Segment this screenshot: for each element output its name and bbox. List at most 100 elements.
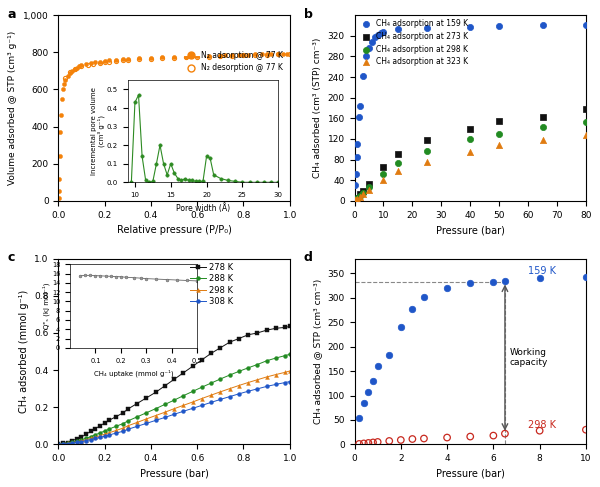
278 K xyxy=(152,390,159,395)
288 K xyxy=(124,418,131,424)
Line: 278 K: 278 K xyxy=(56,324,292,446)
298 K xyxy=(263,374,270,380)
288 K xyxy=(101,428,108,434)
278 K xyxy=(254,330,261,336)
308 K xyxy=(133,424,140,430)
308 K xyxy=(217,396,224,402)
288 K xyxy=(272,355,280,361)
288 K xyxy=(198,384,205,390)
298 K xyxy=(281,370,289,375)
288 K xyxy=(92,432,99,438)
CH₄ adsorption at 159 K xyxy=(370,33,380,41)
288 K xyxy=(119,421,127,427)
298 K xyxy=(143,416,150,422)
298 K xyxy=(87,435,94,441)
CH₄ adsorption at 159 K xyxy=(494,22,504,30)
Point xyxy=(373,362,382,370)
288 K xyxy=(133,414,140,420)
CH₄ adsorption at 159 K xyxy=(393,25,403,33)
288 K xyxy=(97,430,104,436)
CH₄ adsorption at 273 K xyxy=(351,195,361,203)
288 K xyxy=(170,397,178,403)
278 K xyxy=(59,441,67,447)
Legend: N₂ adsorption @ 77 K, N₂ desorption @ 77 K: N₂ adsorption @ 77 K, N₂ desorption @ 77… xyxy=(180,48,286,75)
288 K xyxy=(235,369,242,375)
278 K xyxy=(208,351,215,356)
Point xyxy=(442,433,452,441)
CH₄ adsorption at 159 K xyxy=(358,72,368,80)
288 K xyxy=(208,380,215,386)
Point xyxy=(488,431,498,439)
CH₄ adsorption at 298 K xyxy=(494,130,504,138)
CH₄ adsorption at 273 K xyxy=(364,180,374,188)
298 K xyxy=(106,430,113,435)
288 K xyxy=(73,438,80,444)
CH₄ adsorption at 298 K xyxy=(581,118,591,126)
CH₄ adsorption at 298 K xyxy=(379,170,388,178)
CH₄ adsorption at 273 K xyxy=(350,196,360,204)
308 K xyxy=(78,439,85,445)
CH₄ adsorption at 323 K xyxy=(379,176,388,184)
308 K xyxy=(68,440,76,446)
CH₄ adsorption at 159 K xyxy=(352,153,362,161)
288 K xyxy=(180,393,187,399)
298 K xyxy=(170,406,178,412)
Point xyxy=(535,427,544,434)
CH₄ adsorption at 159 K xyxy=(367,38,377,46)
308 K xyxy=(87,437,94,443)
288 K xyxy=(226,372,233,378)
288 K xyxy=(78,437,85,443)
288 K xyxy=(143,410,150,416)
278 K xyxy=(64,440,71,446)
CH₄ adsorption at 298 K xyxy=(351,195,361,203)
Point xyxy=(488,278,498,285)
308 K xyxy=(235,391,242,397)
Point xyxy=(581,426,591,433)
CH₄ adsorption at 159 K xyxy=(466,22,475,30)
Legend: CH₄ adsorption at 159 K, CH₄ adsorption at 273 K, CH₄ adsorption at 298 K, CH₄ a: CH₄ adsorption at 159 K, CH₄ adsorption … xyxy=(358,19,468,66)
288 K xyxy=(68,439,76,445)
278 K xyxy=(161,383,169,389)
CH₄ adsorption at 159 K xyxy=(351,170,361,178)
298 K xyxy=(235,383,242,389)
298 K xyxy=(272,372,280,377)
Point xyxy=(373,438,382,446)
Point xyxy=(500,277,510,284)
308 K xyxy=(170,412,178,417)
Line: 288 K: 288 K xyxy=(56,353,292,446)
CH₄ adsorption at 273 K xyxy=(393,150,403,158)
278 K xyxy=(113,413,120,419)
Point xyxy=(535,274,544,282)
288 K xyxy=(189,389,196,394)
298 K xyxy=(180,402,187,408)
X-axis label: Pressure (bar): Pressure (bar) xyxy=(140,468,208,479)
CH₄ adsorption at 298 K xyxy=(393,159,403,167)
288 K xyxy=(106,426,113,432)
288 K xyxy=(55,442,62,448)
Text: c: c xyxy=(7,251,15,264)
CH₄ adsorption at 273 K xyxy=(538,113,547,121)
Point xyxy=(466,279,475,286)
Text: d: d xyxy=(304,251,313,264)
278 K xyxy=(235,336,242,341)
CH₄ adsorption at 323 K xyxy=(356,193,365,201)
278 K xyxy=(272,325,280,331)
CH₄ adsorption at 298 K xyxy=(353,194,362,202)
298 K xyxy=(254,377,261,383)
Point xyxy=(442,284,452,292)
288 K xyxy=(244,365,251,371)
278 K xyxy=(68,438,76,444)
Point xyxy=(359,399,368,407)
298 K xyxy=(64,441,71,447)
Point xyxy=(359,439,368,447)
298 K xyxy=(101,431,108,437)
298 K xyxy=(119,425,127,431)
298 K xyxy=(226,386,233,392)
308 K xyxy=(286,379,293,385)
X-axis label: Pressure (bar): Pressure (bar) xyxy=(436,225,505,235)
308 K xyxy=(244,388,251,394)
Point xyxy=(368,377,378,385)
298 K xyxy=(68,440,76,446)
278 K xyxy=(97,423,104,429)
278 K xyxy=(101,420,108,426)
